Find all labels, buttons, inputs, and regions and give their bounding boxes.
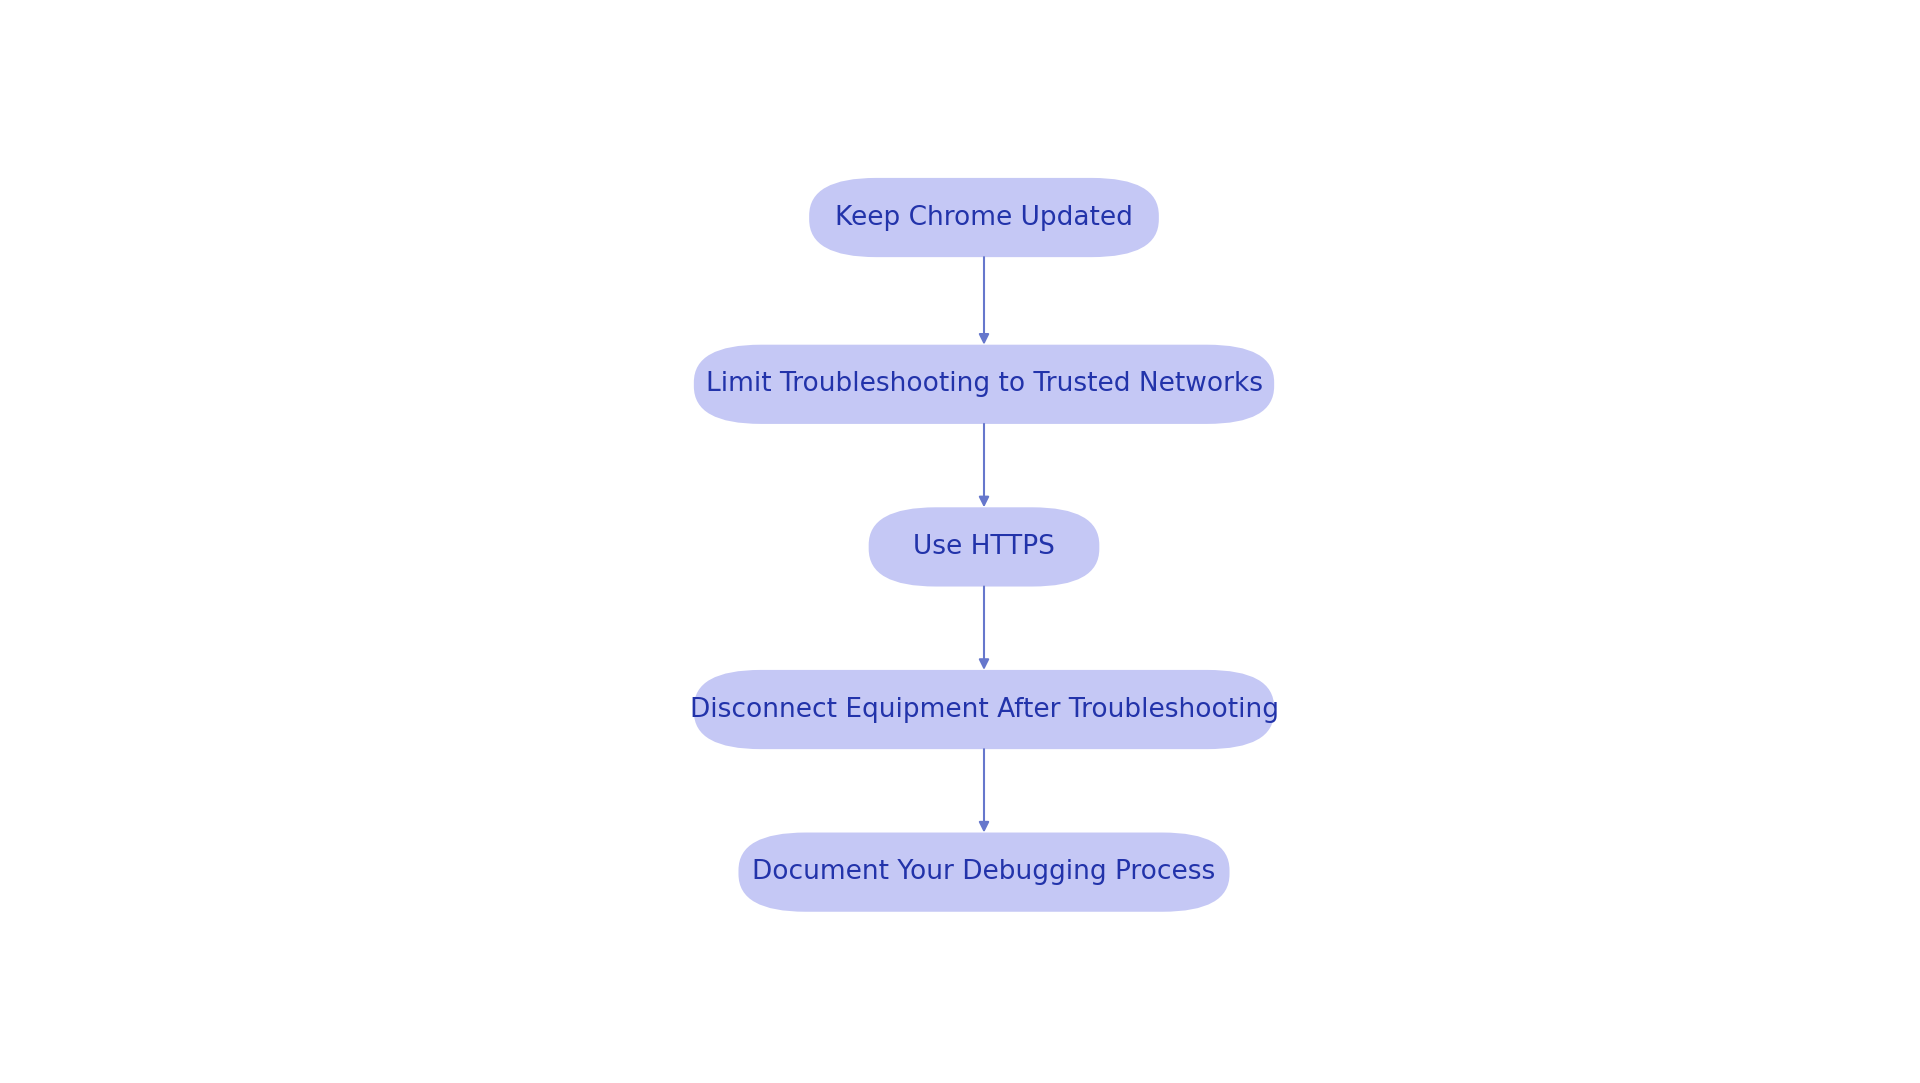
FancyBboxPatch shape bbox=[808, 178, 1160, 257]
Text: Use HTTPS: Use HTTPS bbox=[914, 534, 1054, 560]
Text: Keep Chrome Updated: Keep Chrome Updated bbox=[835, 205, 1133, 231]
Text: Limit Troubleshooting to Trusted Networks: Limit Troubleshooting to Trusted Network… bbox=[705, 371, 1263, 397]
Text: Disconnect Equipment After Troubleshooting: Disconnect Equipment After Troubleshooti… bbox=[689, 696, 1279, 722]
FancyBboxPatch shape bbox=[868, 507, 1100, 587]
FancyBboxPatch shape bbox=[693, 670, 1275, 749]
Text: Document Your Debugging Process: Document Your Debugging Process bbox=[753, 859, 1215, 885]
FancyBboxPatch shape bbox=[693, 344, 1275, 423]
FancyBboxPatch shape bbox=[739, 833, 1229, 912]
